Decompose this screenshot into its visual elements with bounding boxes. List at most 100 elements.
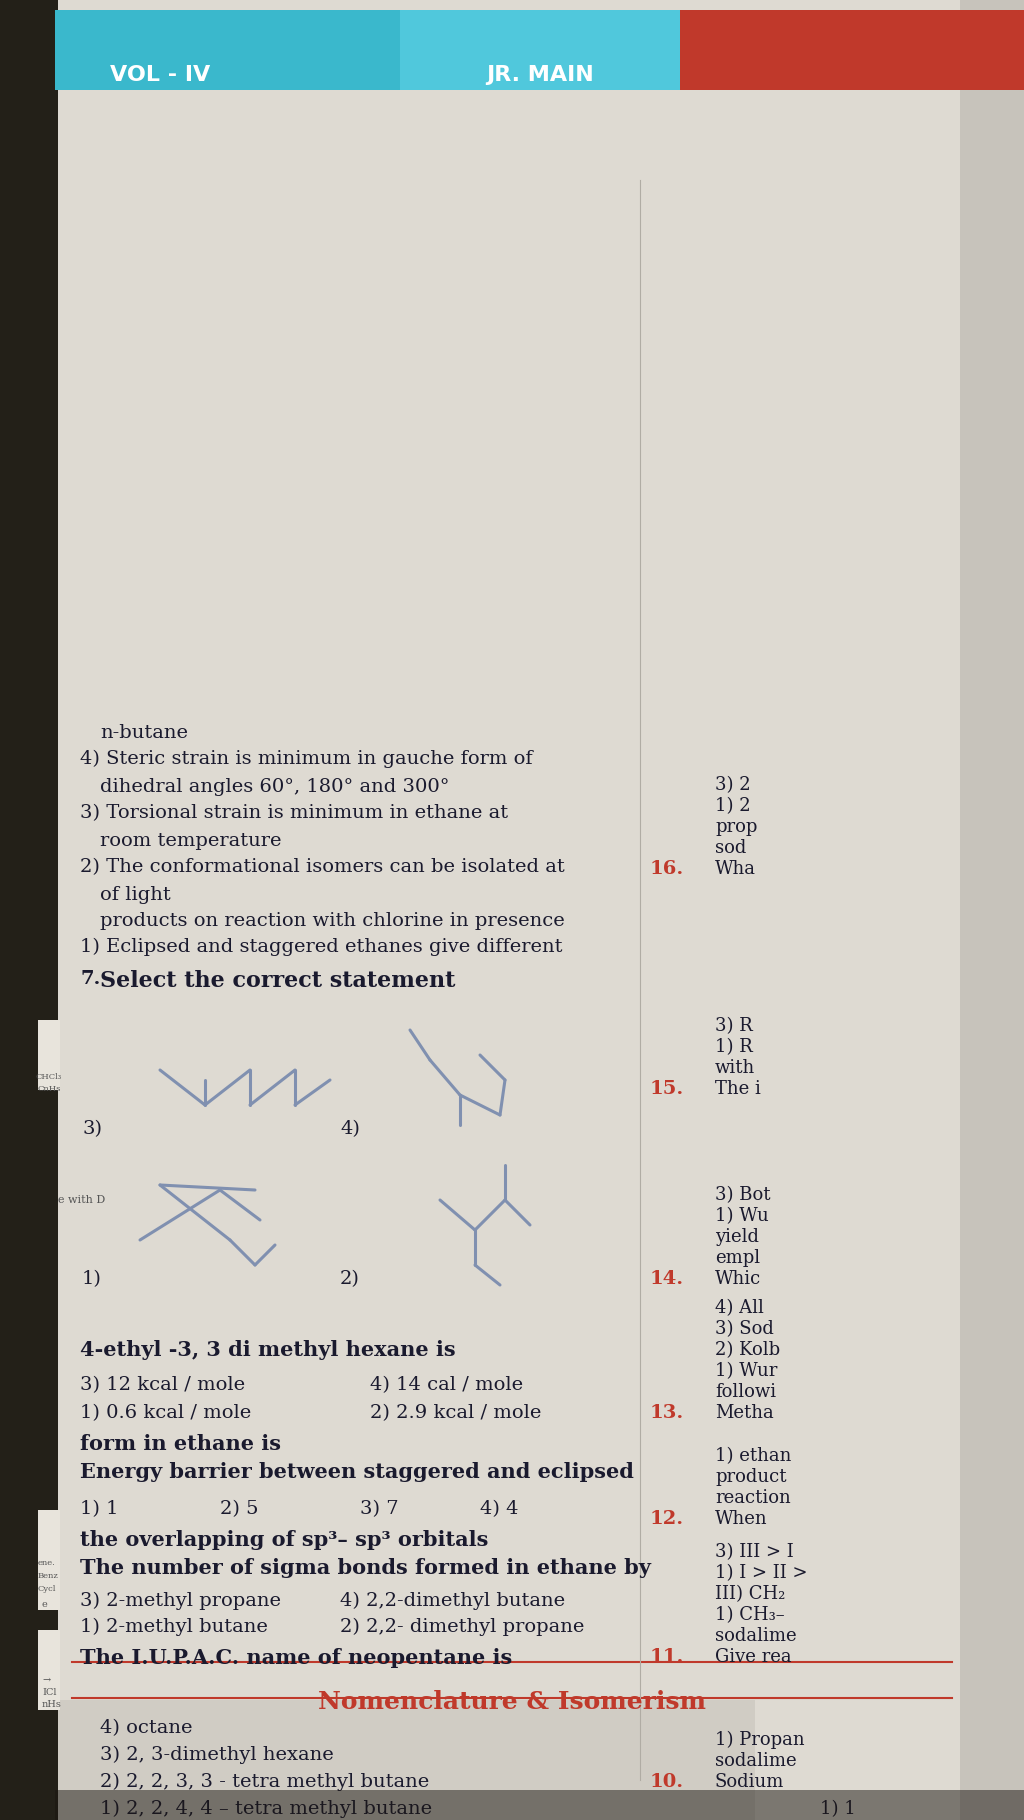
Text: empl: empl: [715, 1249, 760, 1267]
Text: 4-ethyl -3, 3 di methyl hexane is: 4-ethyl -3, 3 di methyl hexane is: [80, 1340, 456, 1360]
Text: 1) 0.6 kcal / mole: 1) 0.6 kcal / mole: [80, 1403, 251, 1421]
Bar: [38, 1631, 60, 1711]
Text: 1) I > II >: 1) I > II >: [715, 1563, 808, 1582]
Text: JR. MAIN: JR. MAIN: [486, 66, 594, 86]
Text: e: e: [42, 1600, 48, 1609]
Text: of light: of light: [100, 886, 171, 905]
Text: 15.: 15.: [650, 1079, 684, 1097]
Text: dihedral angles 60°, 180° and 300°: dihedral angles 60°, 180° and 300°: [100, 777, 450, 795]
Text: 2) 2,2- dimethyl propane: 2) 2,2- dimethyl propane: [340, 1618, 585, 1636]
Text: III) CH₂: III) CH₂: [715, 1585, 785, 1603]
Text: CnHs: CnHs: [38, 1085, 61, 1094]
Text: 16.: 16.: [650, 861, 684, 877]
Text: 3): 3): [82, 1119, 102, 1138]
Text: Wha: Wha: [715, 861, 756, 877]
Text: sod: sod: [715, 839, 746, 857]
Text: 1) 2-methyl butane: 1) 2-methyl butane: [80, 1618, 268, 1636]
Bar: [55, 9, 635, 89]
Text: 1) 1: 1) 1: [820, 1800, 856, 1818]
Text: 1) ethan: 1) ethan: [715, 1447, 792, 1465]
Text: room temperature: room temperature: [100, 832, 282, 850]
Text: 1) 2, 2, 4, 4 – tetra methyl butane: 1) 2, 2, 4, 4 – tetra methyl butane: [100, 1800, 432, 1818]
Text: 4) octane: 4) octane: [100, 1720, 193, 1736]
Text: prop: prop: [715, 817, 758, 835]
Bar: [55, 1791, 1024, 1820]
Text: 2) 2.9 kcal / mole: 2) 2.9 kcal / mole: [370, 1403, 542, 1421]
Text: Energy barrier between staggered and eclipsed: Energy barrier between staggered and ecl…: [80, 1461, 634, 1481]
Text: 3) Sod: 3) Sod: [715, 1320, 774, 1338]
Text: followi: followi: [715, 1383, 776, 1401]
Text: 4) 14 cal / mole: 4) 14 cal / mole: [370, 1376, 523, 1394]
Text: The number of sigma bonds formed in ethane by: The number of sigma bonds formed in etha…: [80, 1558, 651, 1578]
Text: 1) Eclipsed and staggered ethanes give different: 1) Eclipsed and staggered ethanes give d…: [80, 937, 562, 956]
Text: 2): 2): [340, 1270, 359, 1289]
Bar: [961, 0, 1024, 1820]
Text: 4) 2,2-dimethyl butane: 4) 2,2-dimethyl butane: [340, 1592, 565, 1611]
Text: 7.: 7.: [80, 970, 100, 988]
Text: Benz: Benz: [38, 1572, 58, 1580]
Text: 2) The conformational isomers can be isolated at: 2) The conformational isomers can be iso…: [80, 857, 565, 875]
Text: product: product: [715, 1469, 786, 1485]
Text: yield: yield: [715, 1228, 759, 1247]
Text: 3) 2-methyl propane: 3) 2-methyl propane: [80, 1592, 281, 1611]
Text: 1) Propan: 1) Propan: [715, 1731, 805, 1749]
Text: 4) All: 4) All: [715, 1299, 764, 1318]
Text: 3) 7: 3) 7: [360, 1500, 398, 1518]
Text: nHs: nHs: [42, 1700, 61, 1709]
Text: 3) III > I: 3) III > I: [715, 1543, 794, 1562]
Text: reaction: reaction: [715, 1489, 791, 1507]
Text: n-butane: n-butane: [100, 724, 188, 743]
Text: Give rea: Give rea: [715, 1647, 792, 1665]
Text: 3) R: 3) R: [715, 1017, 753, 1036]
Text: ICl: ICl: [42, 1687, 56, 1696]
Text: 1) 2: 1) 2: [715, 797, 751, 815]
Text: 11.: 11.: [650, 1647, 684, 1665]
Text: 1) Wur: 1) Wur: [715, 1361, 777, 1380]
Text: 3) Bot: 3) Bot: [715, 1187, 770, 1205]
Text: e with D: e with D: [58, 1196, 105, 1205]
Text: 10.: 10.: [650, 1773, 684, 1791]
Text: 3) 12 kcal / mole: 3) 12 kcal / mole: [80, 1376, 245, 1394]
Text: sodalime: sodalime: [715, 1753, 797, 1771]
Text: →: →: [42, 1676, 50, 1685]
Text: CHCl₃: CHCl₃: [36, 1074, 62, 1081]
Text: 4): 4): [340, 1119, 359, 1138]
Text: 1) Wu: 1) Wu: [715, 1207, 769, 1225]
Text: 13.: 13.: [650, 1403, 684, 1421]
Text: sodalime: sodalime: [715, 1627, 797, 1645]
Text: with: with: [715, 1059, 756, 1077]
Bar: [0, 0, 55, 1820]
Text: Sodium: Sodium: [715, 1773, 784, 1791]
Text: 2) Kolb: 2) Kolb: [715, 1341, 780, 1360]
Text: The I.U.P.A.C. name of neopentane is: The I.U.P.A.C. name of neopentane is: [80, 1647, 512, 1667]
Text: 3) 2, 3-dimethyl hexane: 3) 2, 3-dimethyl hexane: [100, 1745, 334, 1764]
Text: Cycl: Cycl: [38, 1585, 56, 1592]
Text: the overlapping of sp³– sp³ orbitals: the overlapping of sp³– sp³ orbitals: [80, 1531, 488, 1551]
Text: When: When: [715, 1511, 768, 1529]
Text: 4) 4: 4) 4: [480, 1500, 518, 1518]
Bar: [680, 9, 1024, 89]
Text: Nomenclature & Isomerism: Nomenclature & Isomerism: [318, 1691, 706, 1714]
Bar: [38, 1511, 60, 1611]
Bar: [0, 0, 58, 1820]
Text: Whic: Whic: [715, 1270, 761, 1289]
Text: 12.: 12.: [650, 1511, 684, 1529]
Bar: [38, 1019, 60, 1090]
Text: Select the correct statement: Select the correct statement: [100, 970, 456, 992]
Text: 2) 5: 2) 5: [220, 1500, 258, 1518]
Text: form in ethane is: form in ethane is: [80, 1434, 281, 1454]
Text: Metha: Metha: [715, 1403, 774, 1421]
Text: products on reaction with chlorine in presence: products on reaction with chlorine in pr…: [100, 912, 565, 930]
Text: 3) Torsional strain is minimum in ethane at: 3) Torsional strain is minimum in ethane…: [80, 804, 508, 823]
Text: 4) Steric strain is minimum in gauche form of: 4) Steric strain is minimum in gauche fo…: [80, 750, 532, 768]
Text: 1): 1): [82, 1270, 101, 1289]
Text: 2) 2, 2, 3, 3 - tetra methyl butane: 2) 2, 2, 3, 3 - tetra methyl butane: [100, 1773, 429, 1791]
Bar: [400, 9, 680, 89]
Text: 1) CH₃–: 1) CH₃–: [715, 1605, 784, 1623]
Text: 1) 1: 1) 1: [80, 1500, 119, 1518]
Bar: [55, 1700, 755, 1820]
Text: VOL - IV: VOL - IV: [110, 66, 210, 86]
Text: The i: The i: [715, 1079, 761, 1097]
Text: 3) 2: 3) 2: [715, 775, 751, 794]
Text: 14.: 14.: [650, 1270, 684, 1289]
